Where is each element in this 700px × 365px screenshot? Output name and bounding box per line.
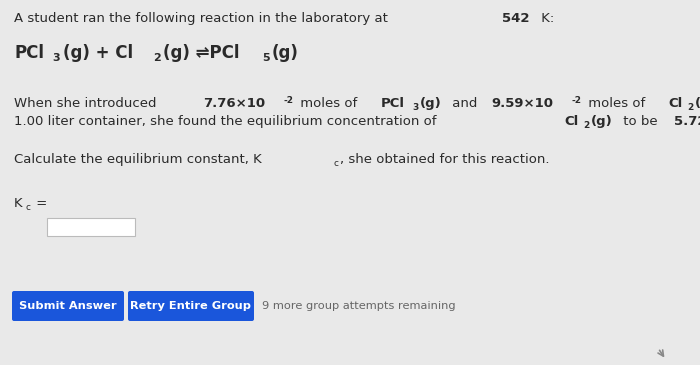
Text: c: c bbox=[334, 159, 339, 168]
Text: (g): (g) bbox=[420, 97, 442, 110]
Text: 2: 2 bbox=[687, 103, 694, 112]
Text: PCl: PCl bbox=[14, 44, 44, 62]
Text: 3: 3 bbox=[412, 103, 418, 112]
Text: moles of: moles of bbox=[584, 97, 650, 110]
Text: (g): (g) bbox=[695, 97, 700, 110]
Text: (g): (g) bbox=[272, 44, 298, 62]
Text: 9 more group attempts remaining: 9 more group attempts remaining bbox=[262, 301, 456, 311]
Text: (g) + Cl: (g) + Cl bbox=[62, 44, 133, 62]
Text: 2: 2 bbox=[153, 53, 161, 63]
Text: -2: -2 bbox=[571, 96, 582, 105]
Text: 542: 542 bbox=[502, 12, 529, 25]
Text: , she obtained for this reaction.: , she obtained for this reaction. bbox=[340, 153, 550, 166]
Text: 2: 2 bbox=[583, 121, 589, 130]
Text: c: c bbox=[25, 203, 30, 212]
Text: (g): (g) bbox=[591, 115, 612, 128]
Text: Calculate the equilibrium constant, K: Calculate the equilibrium constant, K bbox=[14, 153, 262, 166]
Text: -2: -2 bbox=[284, 96, 293, 105]
Text: K:: K: bbox=[538, 12, 554, 25]
Text: PCl: PCl bbox=[381, 97, 405, 110]
Text: 7.76×10: 7.76×10 bbox=[204, 97, 265, 110]
Text: 1.00 liter container, she found the equilibrium concentration of: 1.00 liter container, she found the equi… bbox=[14, 115, 441, 128]
Text: K: K bbox=[14, 197, 22, 210]
Text: 5.72×10: 5.72×10 bbox=[675, 115, 700, 128]
Text: and: and bbox=[448, 97, 482, 110]
Text: Submit Answer: Submit Answer bbox=[19, 301, 117, 311]
Text: Retry Entire Group: Retry Entire Group bbox=[130, 301, 251, 311]
Text: (g) ⇌PCl: (g) ⇌PCl bbox=[163, 44, 239, 62]
FancyBboxPatch shape bbox=[12, 291, 124, 321]
Text: A student ran the following reaction in the laboratory at: A student ran the following reaction in … bbox=[14, 12, 392, 25]
Text: Cl: Cl bbox=[668, 97, 683, 110]
Text: 9.59×10: 9.59×10 bbox=[491, 97, 554, 110]
FancyBboxPatch shape bbox=[47, 218, 135, 236]
Text: =: = bbox=[32, 197, 47, 210]
Text: When she introduced: When she introduced bbox=[14, 97, 161, 110]
Text: Cl: Cl bbox=[565, 115, 579, 128]
Text: moles of: moles of bbox=[296, 97, 362, 110]
Text: to be: to be bbox=[620, 115, 662, 128]
Text: 3: 3 bbox=[52, 53, 60, 63]
FancyBboxPatch shape bbox=[128, 291, 254, 321]
Text: 5: 5 bbox=[262, 53, 270, 63]
